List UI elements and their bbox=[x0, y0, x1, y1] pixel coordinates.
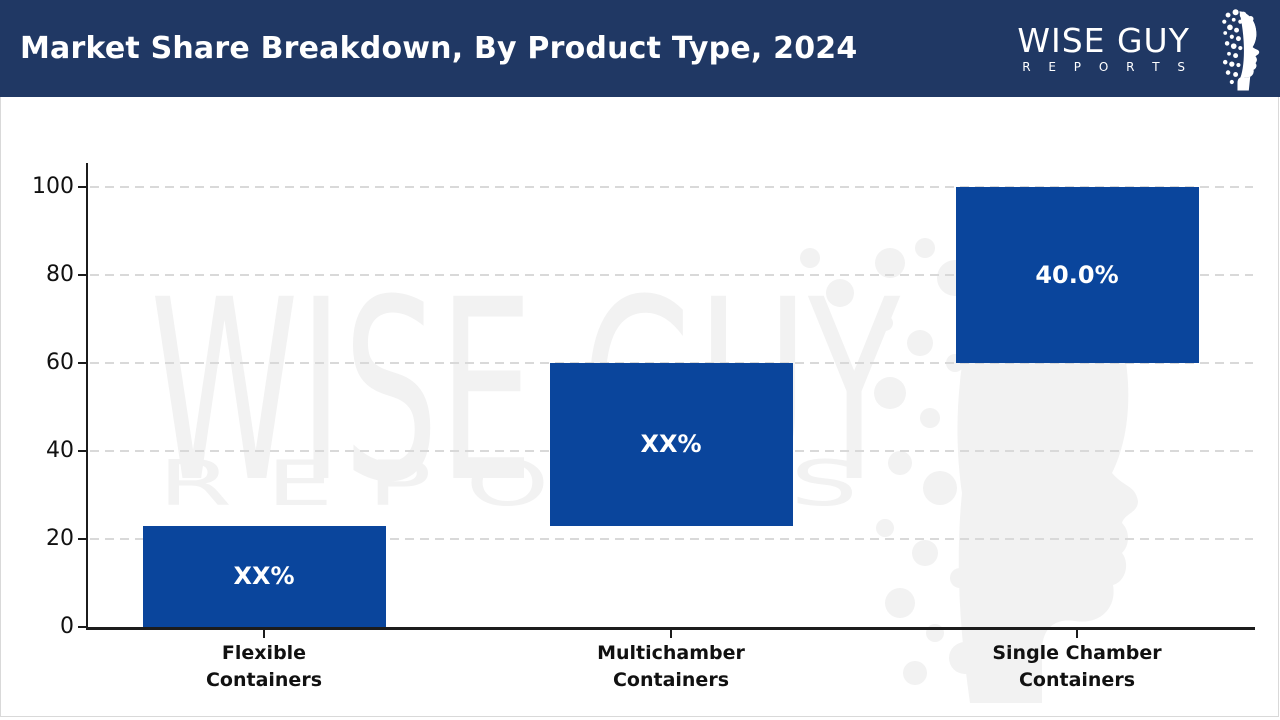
x-tick-0 bbox=[263, 630, 265, 638]
bar-multichamber-containers: XX% bbox=[549, 363, 793, 526]
x-category-label-1: Multichamber Containers bbox=[531, 640, 811, 693]
brand-logo: WISE GUY R E P O R T S bbox=[1015, 7, 1262, 91]
bar-value-label: 40.0% bbox=[1035, 261, 1119, 289]
page-title: Market Share Breakdown, By Product Type,… bbox=[20, 31, 858, 66]
x-category-label-line: Containers bbox=[1018, 668, 1136, 691]
x-category-label-line: Containers bbox=[205, 668, 323, 691]
gridline-20 bbox=[90, 538, 1253, 540]
x-category-label-0: Flexible Containers bbox=[124, 640, 404, 693]
bar-value-label: XX% bbox=[640, 430, 702, 459]
logo-subtitle: R E P O R T S bbox=[1022, 60, 1192, 74]
x-category-label-2: Single Chamber Containers bbox=[937, 640, 1217, 693]
x-category-label-line: Containers bbox=[612, 668, 730, 691]
x-axis-line bbox=[86, 627, 1255, 630]
y-tick-100 bbox=[78, 186, 86, 188]
y-tick-40 bbox=[78, 450, 86, 452]
logo-face-icon bbox=[1222, 8, 1260, 90]
bar-flexible-containers: XX% bbox=[142, 525, 386, 627]
y-tick-label-100: 100 bbox=[32, 174, 74, 199]
x-category-label-line: Multichamber bbox=[597, 642, 745, 664]
y-tick-0 bbox=[78, 626, 86, 628]
header: Market Share Breakdown, By Product Type,… bbox=[0, 0, 1280, 97]
y-tick-label-40: 40 bbox=[46, 438, 74, 463]
gridline-80 bbox=[90, 274, 1253, 276]
x-tick-2 bbox=[1076, 630, 1078, 638]
y-tick-label-60: 60 bbox=[46, 350, 74, 375]
x-category-label-line: Flexible bbox=[221, 642, 307, 664]
y-tick-label-20: 20 bbox=[46, 526, 74, 551]
y-tick-60 bbox=[78, 362, 86, 364]
x-category-label-line: Single Chamber bbox=[992, 642, 1162, 664]
x-tick-1 bbox=[670, 630, 672, 638]
bar-value-label: XX% bbox=[233, 562, 295, 591]
bar-single-chamber-containers: 40.0% bbox=[955, 187, 1199, 363]
y-tick-80 bbox=[78, 274, 86, 276]
logo-text: WISE GUY R E P O R T S bbox=[1015, 24, 1192, 73]
y-tick-label-0: 0 bbox=[60, 614, 74, 639]
y-tick-20 bbox=[78, 538, 86, 540]
gridline-100 bbox=[90, 186, 1253, 188]
logo-wordmark: WISE GUY bbox=[1017, 21, 1190, 60]
y-axis-line bbox=[86, 163, 88, 629]
y-tick-label-80: 80 bbox=[46, 262, 74, 287]
